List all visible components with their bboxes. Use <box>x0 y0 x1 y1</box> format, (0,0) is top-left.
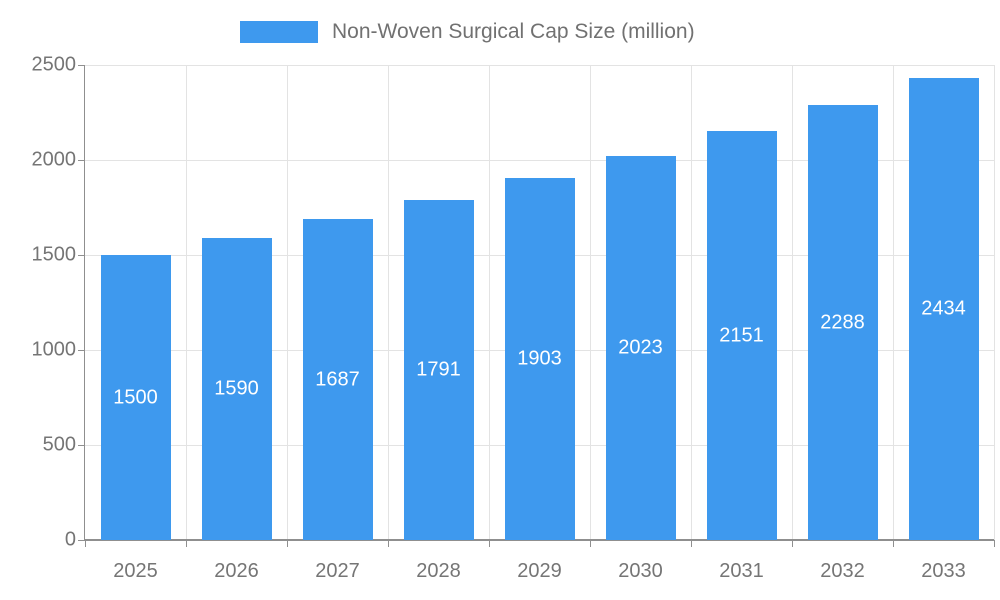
x-gridline <box>488 65 490 540</box>
y-gridline <box>85 159 994 161</box>
bar-value-label: 1687 <box>315 368 360 391</box>
y-tick-label: 500 <box>42 433 76 456</box>
bar-value-label: 2434 <box>921 297 966 320</box>
bar-2025[interactable] <box>100 255 171 540</box>
x-axis-tick <box>185 540 187 547</box>
x-gridline <box>387 65 389 540</box>
x-tick-label: 2026 <box>214 560 259 582</box>
x-axis-line <box>85 539 994 541</box>
x-tick-label: 2025 <box>113 560 158 582</box>
x-axis-tick <box>993 540 995 547</box>
x-tick-label: 2030 <box>618 560 663 582</box>
y-axis-tick <box>78 64 85 66</box>
y-tick-label: 2000 <box>31 148 77 171</box>
x-axis-tick <box>791 540 793 547</box>
x-tick-label: 2032 <box>820 560 865 582</box>
y-axis-tick <box>78 254 85 256</box>
bar-value-label: 2288 <box>820 311 865 334</box>
x-gridline <box>286 65 288 540</box>
y-axis-tick <box>78 159 85 161</box>
y-axis-tick <box>78 349 85 351</box>
bar-2027[interactable] <box>302 219 373 540</box>
bar-value-label: 1791 <box>416 358 461 381</box>
bar-2031[interactable] <box>706 131 777 540</box>
bar-2026[interactable] <box>201 237 272 540</box>
bar-2028[interactable] <box>403 199 474 540</box>
y-axis-tick <box>78 444 85 446</box>
bar-2029[interactable] <box>504 178 575 540</box>
x-tick-label: 2033 <box>921 560 966 582</box>
x-axis-tick <box>589 540 591 547</box>
bar-value-label: 1590 <box>214 377 259 400</box>
legend-swatch-icon[interactable] <box>240 21 318 43</box>
x-tick-label: 2028 <box>416 560 461 582</box>
y-tick-label: 1000 <box>31 338 77 361</box>
bar-2033[interactable] <box>908 77 979 540</box>
x-tick-label: 2029 <box>517 560 562 582</box>
legend-label[interactable]: Non-Woven Surgical Cap Size (million) <box>332 20 695 43</box>
y-axis-tick <box>78 539 85 541</box>
x-axis-tick <box>84 540 86 547</box>
bar-value-label: 1903 <box>517 347 562 370</box>
x-axis-tick <box>387 540 389 547</box>
x-gridline <box>791 65 793 540</box>
bar-value-label: 1500 <box>113 386 158 408</box>
x-axis-tick <box>488 540 490 547</box>
y-tick-label: 0 <box>64 528 76 551</box>
bar-value-label: 2023 <box>618 336 663 359</box>
x-axis-tick <box>892 540 894 547</box>
x-tick-label: 2027 <box>315 560 360 582</box>
x-gridline <box>690 65 692 540</box>
y-gridline <box>85 64 994 66</box>
x-gridline <box>185 65 187 540</box>
bar-2030[interactable] <box>605 155 676 540</box>
y-tick-label: 1500 <box>31 243 77 266</box>
x-axis-tick <box>690 540 692 547</box>
x-gridline <box>589 65 591 540</box>
bar-value-label: 2151 <box>719 324 764 347</box>
bar-2032[interactable] <box>807 105 878 540</box>
y-tick-label: 2500 <box>31 53 77 76</box>
x-gridline <box>892 65 894 540</box>
legend[interactable]: Non-Woven Surgical Cap Size (million) <box>240 20 695 44</box>
y-axis-line <box>84 65 85 540</box>
x-gridline <box>993 65 995 540</box>
x-tick-label: 2031 <box>719 560 764 582</box>
x-axis-tick <box>286 540 288 547</box>
